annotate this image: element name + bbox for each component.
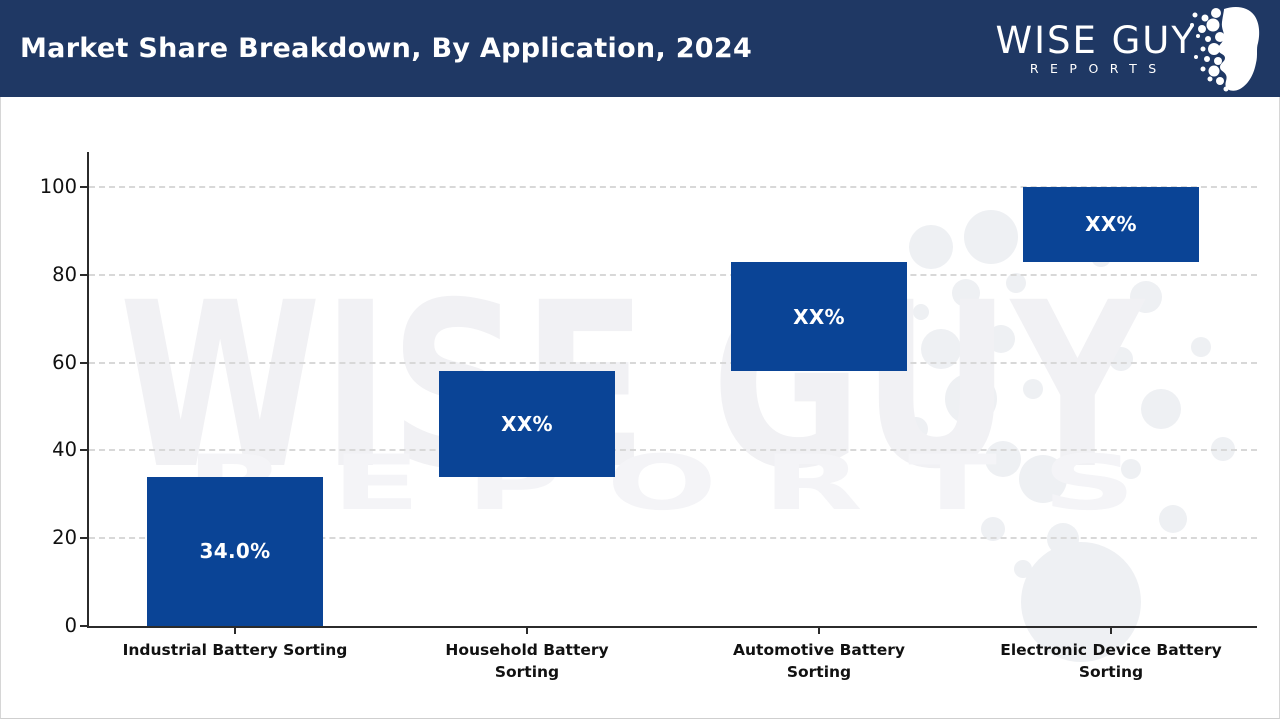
bar-value-label: XX% [501,412,553,437]
page-title: Market Share Breakdown, By Application, … [20,33,753,64]
logo-text: WISE GUY REPORTS [996,22,1196,76]
x-axis-tick-mark [818,628,820,634]
gridline-y20 [89,537,1257,540]
wise-guy-logo: WISE GUY REPORTS [996,5,1264,93]
y-axis-tick-mark [80,273,87,276]
header-bar: Market Share Breakdown, By Application, … [0,0,1280,97]
bar-segment: 34.0% [147,476,323,626]
y-axis-tick-mark [80,186,87,188]
y-axis-tick-mark [80,625,87,627]
y-axis-line [87,152,89,628]
watermark-wordmark: WISE GUY [119,253,1146,519]
gridline-y40 [89,449,1257,452]
y-axis-tick-mark [80,449,87,452]
y-axis-tick-mark [80,361,87,364]
bar-value-label: 34.0% [199,539,271,564]
logo-wordmark: WISE GUY [995,18,1196,62]
y-axis-tick-label: 100 [39,175,77,198]
gridline-y80 [89,273,1257,276]
category-label: Electronic Device Battery Sorting [1000,641,1222,681]
gridline-y60 [89,361,1257,364]
y-axis-tick-label: 40 [52,438,77,462]
category-label: Household Battery Sorting [445,641,609,681]
gridline-y100 [89,186,1257,188]
x-axis-tick-mark [234,628,236,634]
watermark-subtitle: R E P O R T S [186,438,1136,527]
y-axis-tick-label: 80 [52,262,77,286]
y-axis-tick-label: 0 [64,614,77,637]
watermark: WISE GUY R E P O R T S [119,209,1235,662]
bar-segment: XX% [731,261,907,372]
logo-subtitle: REPORTS [1029,60,1168,76]
bar-segment: XX% [1023,187,1199,262]
category-label: Industrial Battery Sorting [122,641,348,659]
y-axis-tick-mark [80,537,87,540]
category-label: Automotive Battery Sorting [733,641,905,681]
logo-face-icon [1190,6,1260,91]
x-axis-tick-mark [1110,628,1112,634]
bar-value-label: XX% [1085,212,1137,237]
x-axis-line [87,626,1257,628]
bar-segment: XX% [439,371,615,477]
bar-value-label: XX% [793,304,845,329]
plot-area: 0 20 40 60 80 100 34.0% Industrial Battery Sort… [1,97,1279,718]
y-axis-tick-label: 20 [52,526,77,550]
x-axis-tick-mark [526,628,528,634]
y-axis-tick-label: 60 [52,350,77,374]
chart-area: WISE GUY R E P O R T S 0 20 40 60 80 100 34.0%… [0,97,1280,719]
